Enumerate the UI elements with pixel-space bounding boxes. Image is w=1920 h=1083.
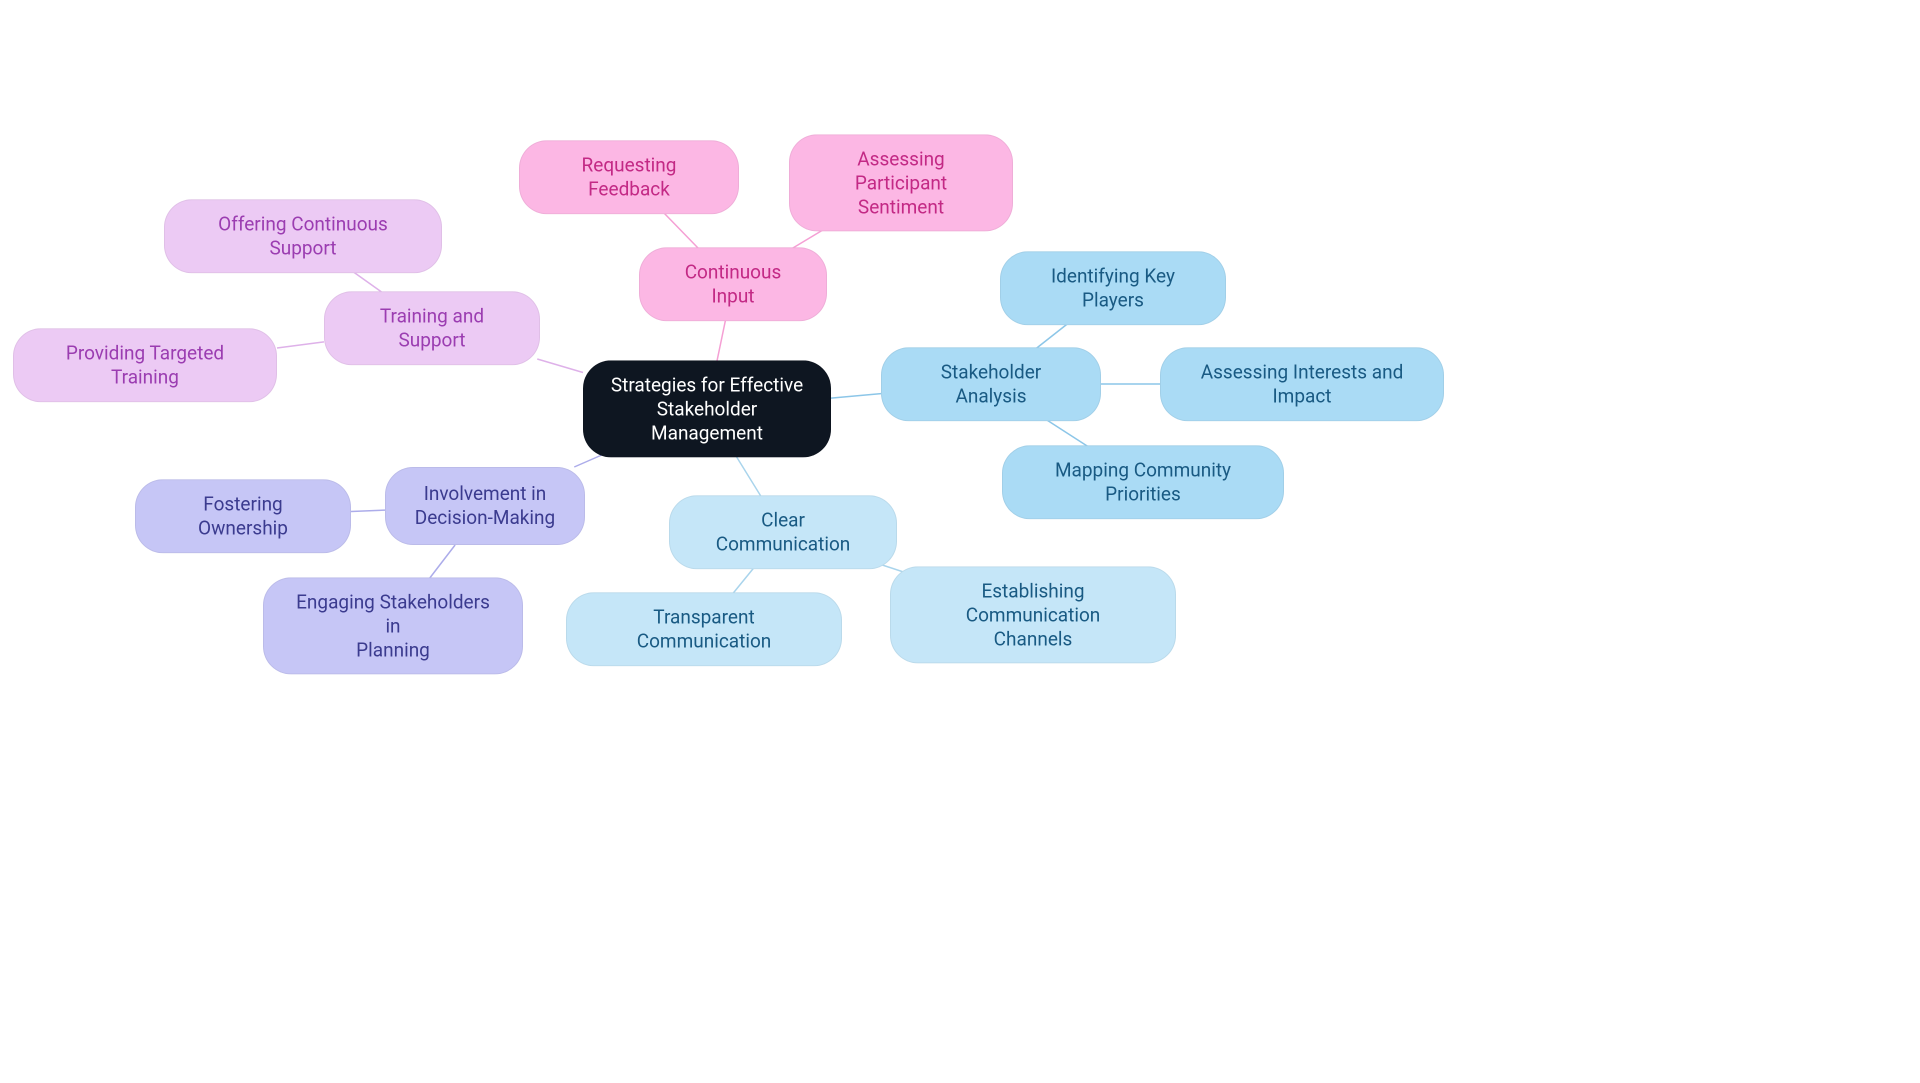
edge-root-to-clear_communication — [734, 452, 764, 501]
edge-root-to-stakeholder_analysis — [831, 394, 881, 398]
node-assessing_sentiment: Assessing Participant Sentiment — [789, 134, 1013, 231]
node-training_support: Training and Support — [324, 291, 540, 365]
node-transparent_comm: Transparent Communication — [566, 592, 842, 666]
node-stakeholder_analysis: Stakeholder Analysis — [881, 347, 1101, 421]
node-assessing_interests: Assessing Interests and Impact — [1160, 347, 1444, 421]
node-root: Strategies for Effective Stakeholder Man… — [583, 360, 831, 457]
node-mapping_priorities: Mapping Community Priorities — [1002, 445, 1284, 519]
edge-root-to-training_support — [537, 359, 583, 372]
edge-root-to-continuous_input — [716, 315, 727, 366]
node-fostering_ownership: Fostering Ownership — [135, 479, 351, 553]
node-providing_targeted: Providing Targeted Training — [13, 328, 277, 402]
node-continuous_input: Continuous Input — [639, 247, 827, 321]
node-offering_continuous: Offering Continuous Support — [164, 199, 442, 273]
node-establishing_channels: Establishing Communication Channels — [890, 566, 1176, 663]
node-involvement: Involvement in Decision-Making — [385, 467, 585, 545]
node-clear_communication: Clear Communication — [669, 495, 897, 569]
mindmap-canvas: Strategies for Effective Stakeholder Man… — [0, 0, 1920, 1083]
edge-training_support-to-providing_targeted — [277, 342, 324, 348]
node-engaging_stakeholders: Engaging Stakeholders in Planning — [263, 577, 523, 674]
node-identifying_key_players: Identifying Key Players — [1000, 251, 1226, 325]
edge-involvement-to-fostering_ownership — [351, 510, 385, 511]
node-requesting_feedback: Requesting Feedback — [519, 140, 739, 214]
